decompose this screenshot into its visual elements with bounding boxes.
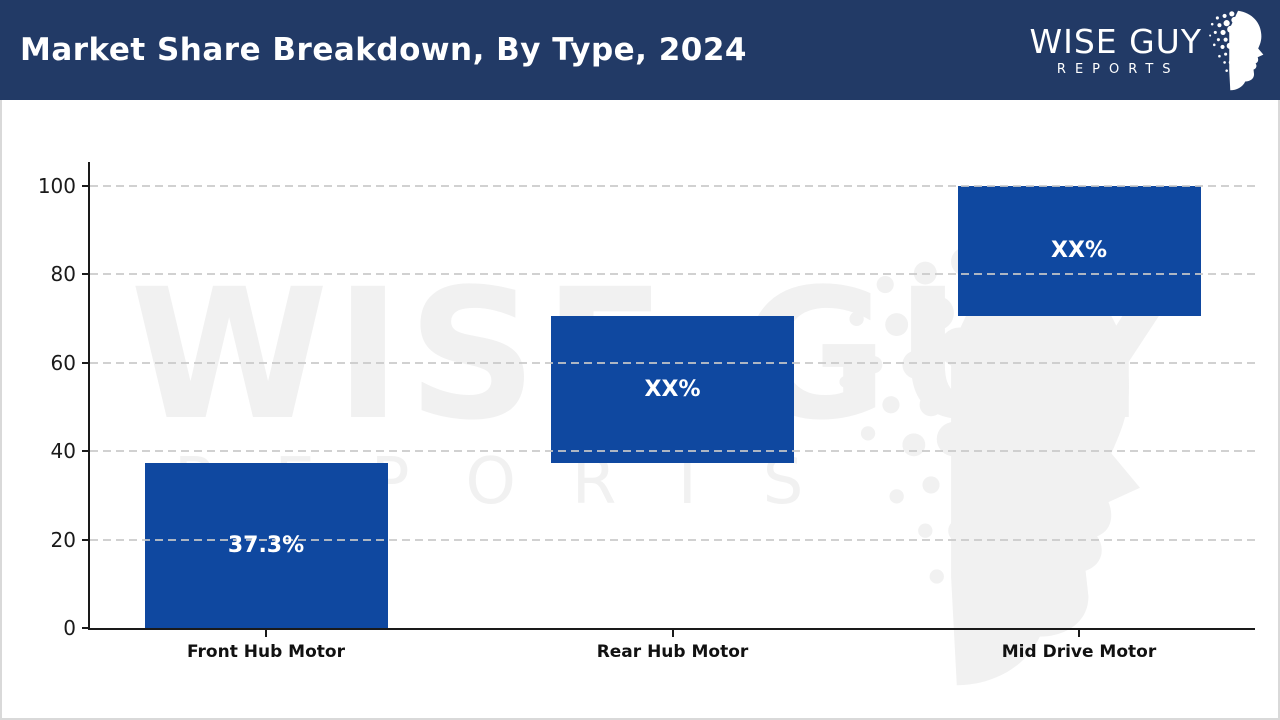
bar-value-label: XX% [644,376,701,402]
dotted-head-logo-icon [1209,10,1264,91]
y-tick-label: 80 [50,262,76,287]
bar-rear-hub-motor [551,315,794,464]
gridline [90,273,1255,276]
bar-front-hub-motor [144,463,388,628]
brand-subtitle: REPORTS [1056,61,1180,77]
y-tick [82,627,90,629]
y-tick [82,450,90,453]
y-tick-label: 20 [50,527,76,552]
y-tick-label: 60 [50,350,76,375]
brand-logo: WISE GUY REPORTS [1029,8,1268,92]
bar-value-label: XX% [1051,237,1107,263]
x-category-label: Mid Drive Motor [1001,642,1157,662]
gridline [90,538,1255,541]
bar-value-label: 37.3% [227,532,305,558]
y-tick [82,538,90,541]
y-tick-label: 0 [63,616,76,640]
x-tick [265,628,267,637]
x-category-label: Rear Hub Motor [596,642,749,662]
y-axis-line [88,162,90,630]
y-tick-label: 100 [37,174,76,198]
y-tick [82,273,90,276]
x-tick [671,628,674,637]
bar-chart: 37.3% XX% XX% 0 20 40 60 80 100 Front Hub Motor Re… [2,100,1278,718]
header: Market Share Breakdown, By Type, 2024 WI… [0,0,1280,100]
page-title: Market Share Breakdown, By Type, 2024 [20,32,748,68]
x-category-label: Front Hub Motor [187,642,345,662]
gridline [90,185,1255,187]
y-tick [82,361,90,364]
brand-name: WISE GUY [1029,21,1202,61]
y-tick [82,185,90,187]
gridline [90,450,1255,453]
brand-logo-text: WISE GUY REPORTS [1029,25,1202,76]
gridline [90,361,1255,364]
chart-section: WISE GUY REPORTS 37.3% XX% XX% 0 20 40 60 80 100… [0,100,1280,720]
x-axis-line [88,628,1255,630]
y-tick-label: 40 [50,439,76,464]
